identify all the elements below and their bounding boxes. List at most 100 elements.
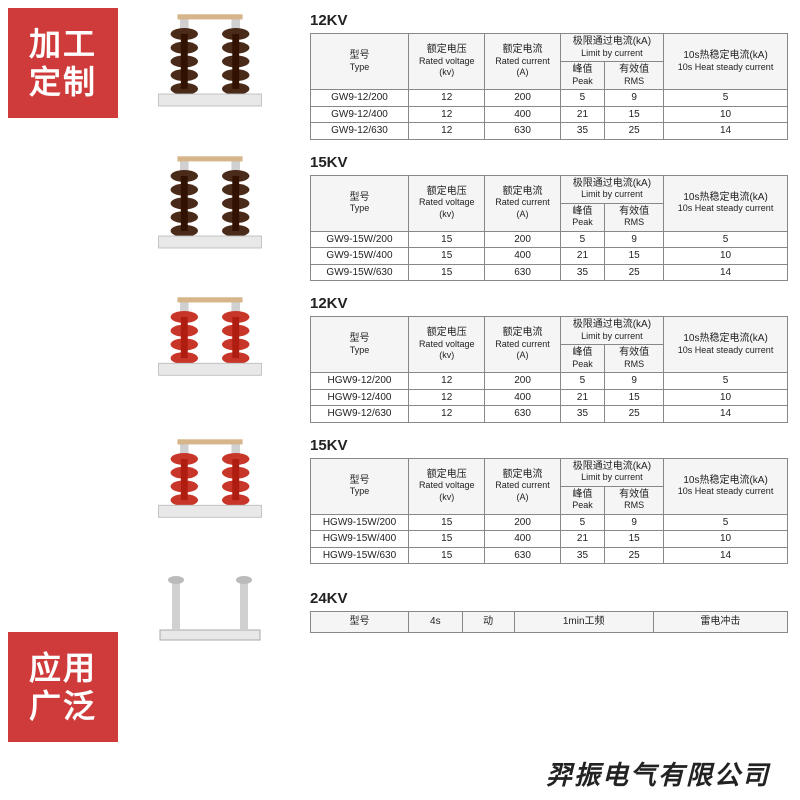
cell-type: GW9-12/200: [311, 90, 409, 107]
cell-heat: 14: [664, 547, 788, 564]
cell-type: GW9-15W/400: [311, 248, 409, 265]
cell-peak: 5: [560, 90, 605, 107]
spec-section: 12KV 型号Type 额定电压Rated voltage(kv) 额定电流Ra…: [130, 287, 800, 423]
footer-company: 羿振电气有限公司: [0, 750, 800, 800]
th-limit: 极限通过电流(kA)Limit by current: [560, 175, 663, 203]
th-heat: 10s热稳定电流(kA)10s Heat steady current: [664, 34, 788, 90]
th-rms: 有效值RMS: [605, 486, 664, 514]
th-1min: 1min工频: [563, 616, 605, 627]
th-peak: 峰值Peak: [560, 62, 605, 90]
cell-current: 630: [485, 406, 560, 423]
cell-type: GW9-15W/200: [311, 231, 409, 248]
badge-bl-line1: 应用: [29, 649, 97, 687]
cell-type: HGW9-15W/630: [311, 547, 409, 564]
table-row: HGW9-12/400 12 400 21 15 10: [311, 389, 788, 406]
cell-current: 200: [485, 514, 560, 531]
cell-rms: 25: [605, 406, 664, 423]
badge-bottom-left: 应用 广泛: [8, 632, 118, 742]
table-row: HGW9-15W/630 15 630 35 25 14: [311, 547, 788, 564]
cell-peak: 21: [560, 106, 605, 123]
section-title: 15KV: [310, 154, 788, 171]
cell-peak: 35: [560, 406, 605, 423]
cell-type: GW9-12/630: [311, 123, 409, 140]
badge-tl-line2: 定制: [29, 63, 97, 101]
section-title: 12KV: [310, 295, 788, 312]
cell-voltage: 12: [409, 373, 485, 390]
cell-rms: 15: [605, 106, 664, 123]
th-voltage: 额定电压Rated voltage(kv): [409, 175, 485, 231]
cell-peak: 21: [560, 248, 605, 265]
cell-current: 400: [485, 248, 560, 265]
cell-peak: 5: [560, 514, 605, 531]
cell-peak: 21: [560, 389, 605, 406]
th-heat: 10s热稳定电流(kA)10s Heat steady current: [664, 317, 788, 373]
cell-voltage: 12: [409, 90, 485, 107]
th-rms: 有效值RMS: [605, 62, 664, 90]
spec-table: 型号Type 额定电压Rated voltage(kv) 额定电流Rated c…: [310, 33, 788, 140]
th-heat: 10s热稳定电流(kA)10s Heat steady current: [664, 175, 788, 231]
cell-voltage: 15: [409, 264, 485, 281]
cell-rms: 15: [605, 248, 664, 265]
cell-voltage: 12: [409, 389, 485, 406]
table-row: GW9-15W/200 15 200 5 9 5: [311, 231, 788, 248]
cell-type: HGW9-15W/400: [311, 531, 409, 548]
cell-voltage: 15: [409, 231, 485, 248]
th-voltage: 额定电压Rated voltage(kv): [409, 34, 485, 90]
th-rms: 有效值RMS: [605, 345, 664, 373]
th-lightning: 雷电冲击: [700, 616, 740, 627]
cell-heat: 10: [664, 248, 788, 265]
cell-type: HGW9-15W/200: [311, 514, 409, 531]
th-type: 型号Type: [311, 317, 409, 373]
badge-tl-line1: 加工: [29, 25, 97, 63]
spec-table: 型号Type 额定电压Rated voltage(kv) 额定电流Rated c…: [310, 458, 788, 565]
cell-heat: 10: [664, 389, 788, 406]
cell-current: 400: [485, 106, 560, 123]
catalog-page: 12KV 型号Type 额定电压Rated voltage(kv) 额定电流Ra…: [0, 0, 800, 750]
th-type: 型号Type: [311, 34, 409, 90]
cell-voltage: 12: [409, 106, 485, 123]
spec-section: 12KV 型号Type 额定电压Rated voltage(kv) 额定电流Ra…: [130, 4, 800, 140]
th-type: 型号Type: [311, 175, 409, 231]
cell-voltage: 12: [409, 406, 485, 423]
section-24kv-partial: 24KV 型号 4s 动 1min工频 雷电冲击: [130, 570, 800, 650]
badge-bl-line2: 广泛: [29, 687, 97, 725]
cell-peak: 35: [560, 123, 605, 140]
th-4s: 4s: [430, 616, 441, 627]
cell-rms: 15: [605, 389, 664, 406]
spec-section: 15KV 型号Type 额定电压Rated voltage(kv) 额定电流Ra…: [130, 146, 800, 282]
th-limit: 极限通过电流(kA)Limit by current: [560, 317, 663, 345]
cell-peak: 21: [560, 531, 605, 548]
cell-heat: 10: [664, 531, 788, 548]
cell-heat: 5: [664, 90, 788, 107]
cell-peak: 5: [560, 231, 605, 248]
product-image-24kv: [130, 570, 290, 650]
table-row: GW9-15W/630 15 630 35 25 14: [311, 264, 788, 281]
cell-rms: 9: [605, 373, 664, 390]
cell-rms: 9: [605, 231, 664, 248]
cell-current: 630: [485, 264, 560, 281]
table-row: HGW9-12/200 12 200 5 9 5: [311, 373, 788, 390]
th-peak: 峰值Peak: [560, 345, 605, 373]
th-heat: 10s热稳定电流(kA)10s Heat steady current: [664, 458, 788, 514]
cell-peak: 35: [560, 547, 605, 564]
cell-current: 200: [485, 90, 560, 107]
product-image: [130, 4, 290, 124]
table-row: HGW9-12/630 12 630 35 25 14: [311, 406, 788, 423]
cell-voltage: 15: [409, 514, 485, 531]
th-peak: 峰值Peak: [560, 486, 605, 514]
cell-rms: 9: [605, 90, 664, 107]
cell-voltage: 15: [409, 248, 485, 265]
spec-table: 型号Type 额定电压Rated voltage(kv) 额定电流Rated c…: [310, 175, 788, 282]
th-rms: 有效值RMS: [605, 203, 664, 231]
cell-voltage: 12: [409, 123, 485, 140]
th-type: 型号: [350, 616, 370, 627]
cell-type: GW9-15W/630: [311, 264, 409, 281]
cell-voltage: 15: [409, 531, 485, 548]
cell-current: 400: [485, 531, 560, 548]
section-title: 12KV: [310, 12, 788, 29]
badge-top-left: 加工 定制: [8, 8, 118, 118]
cell-type: HGW9-12/630: [311, 406, 409, 423]
cell-rms: 25: [605, 264, 664, 281]
th-limit: 极限通过电流(kA)Limit by current: [560, 458, 663, 486]
table-row: HGW9-15W/200 15 200 5 9 5: [311, 514, 788, 531]
